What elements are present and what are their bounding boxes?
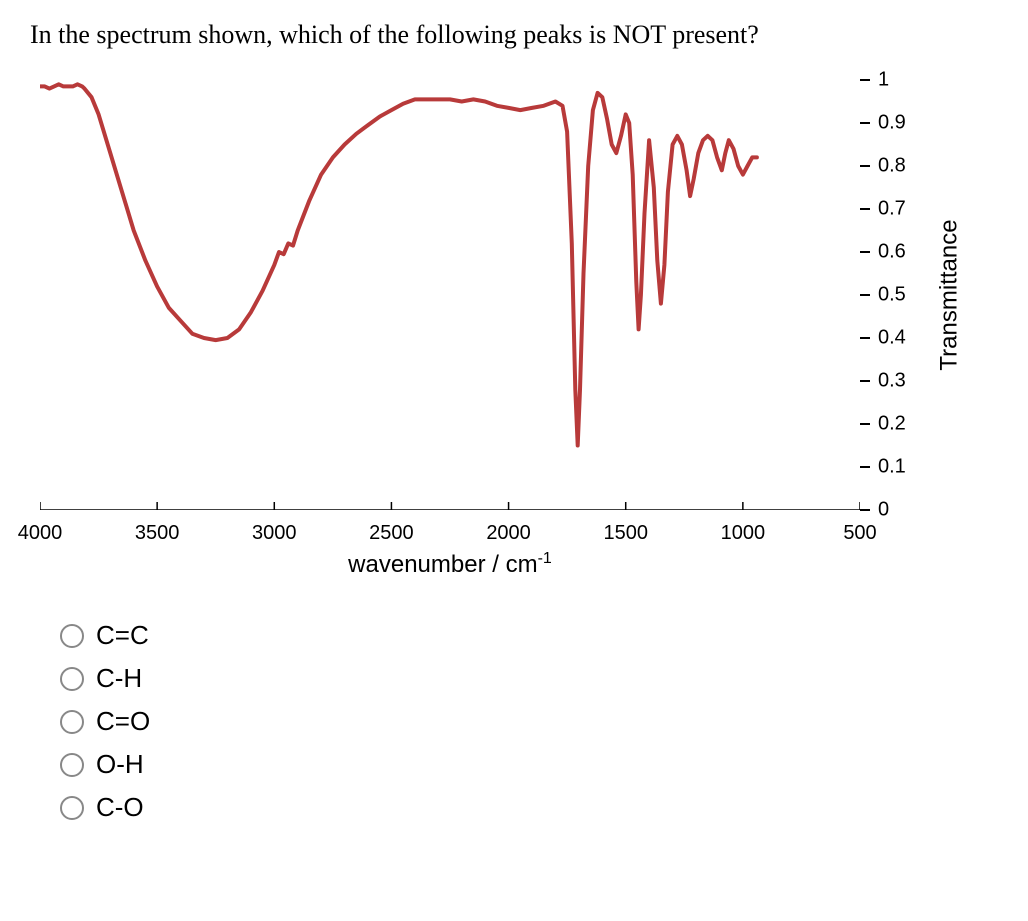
option-2[interactable]: C=O	[60, 706, 998, 737]
y-tick-label: 0.3	[878, 370, 906, 393]
radio-button[interactable]	[60, 710, 84, 734]
option-label: C-O	[96, 792, 144, 823]
y-tick-label: 0.8	[878, 155, 906, 178]
option-0[interactable]: C=C	[60, 620, 998, 651]
x-tick-label: 500	[843, 522, 876, 545]
x-tick-label: 2000	[486, 522, 531, 545]
y-tick-mark	[860, 380, 870, 382]
y-tick-label: 0.5	[878, 284, 906, 307]
x-tick-label: 3000	[252, 522, 297, 545]
radio-button[interactable]	[60, 624, 84, 648]
y-tick-label: 0	[878, 499, 889, 522]
plot-area	[40, 80, 860, 510]
y-tick-label: 0.6	[878, 241, 906, 264]
question-text: In the spectrum shown, which of the foll…	[30, 20, 998, 50]
answer-options: C=C C-H C=O O-H C-O	[60, 620, 998, 823]
y-tick-label: 0.9	[878, 112, 906, 135]
y-tick-mark	[860, 208, 870, 210]
y-tick-mark	[860, 294, 870, 296]
radio-button[interactable]	[60, 753, 84, 777]
y-tick-mark	[860, 122, 870, 124]
y-tick-label: 0.2	[878, 413, 906, 436]
option-4[interactable]: C-O	[60, 792, 998, 823]
y-tick-mark	[860, 251, 870, 253]
y-tick-label: 1	[878, 69, 889, 92]
option-label: C=O	[96, 706, 150, 737]
y-tick-mark	[860, 509, 870, 511]
option-label: O-H	[96, 749, 144, 780]
option-label: C=C	[96, 620, 149, 651]
option-1[interactable]: C-H	[60, 663, 998, 694]
option-3[interactable]: O-H	[60, 749, 998, 780]
y-tick-mark	[860, 423, 870, 425]
ir-spectrum-chart: 4000350030002500200015001000500 wavenumb…	[30, 70, 990, 590]
y-axis-title: Transmittance	[935, 80, 965, 510]
y-tick-label: 0.1	[878, 456, 906, 479]
x-axis: 4000350030002500200015001000500	[40, 510, 860, 540]
x-tick-label: 2500	[369, 522, 414, 545]
y-tick-label: 0.7	[878, 198, 906, 221]
x-tick-label: 1500	[603, 522, 648, 545]
radio-button[interactable]	[60, 667, 84, 691]
radio-button[interactable]	[60, 796, 84, 820]
y-tick-mark	[860, 466, 870, 468]
x-tick-label: 1000	[721, 522, 766, 545]
y-tick-mark	[860, 165, 870, 167]
x-tick-label: 3500	[135, 522, 180, 545]
y-tick-mark	[860, 337, 870, 339]
x-axis-title: wavenumber / cm-1	[40, 550, 860, 579]
y-tick-label: 0.4	[878, 327, 906, 350]
y-axis: 00.10.20.30.40.50.60.70.80.91	[860, 80, 920, 510]
x-tick-label: 4000	[18, 522, 63, 545]
y-tick-mark	[860, 79, 870, 81]
option-label: C-H	[96, 663, 142, 694]
